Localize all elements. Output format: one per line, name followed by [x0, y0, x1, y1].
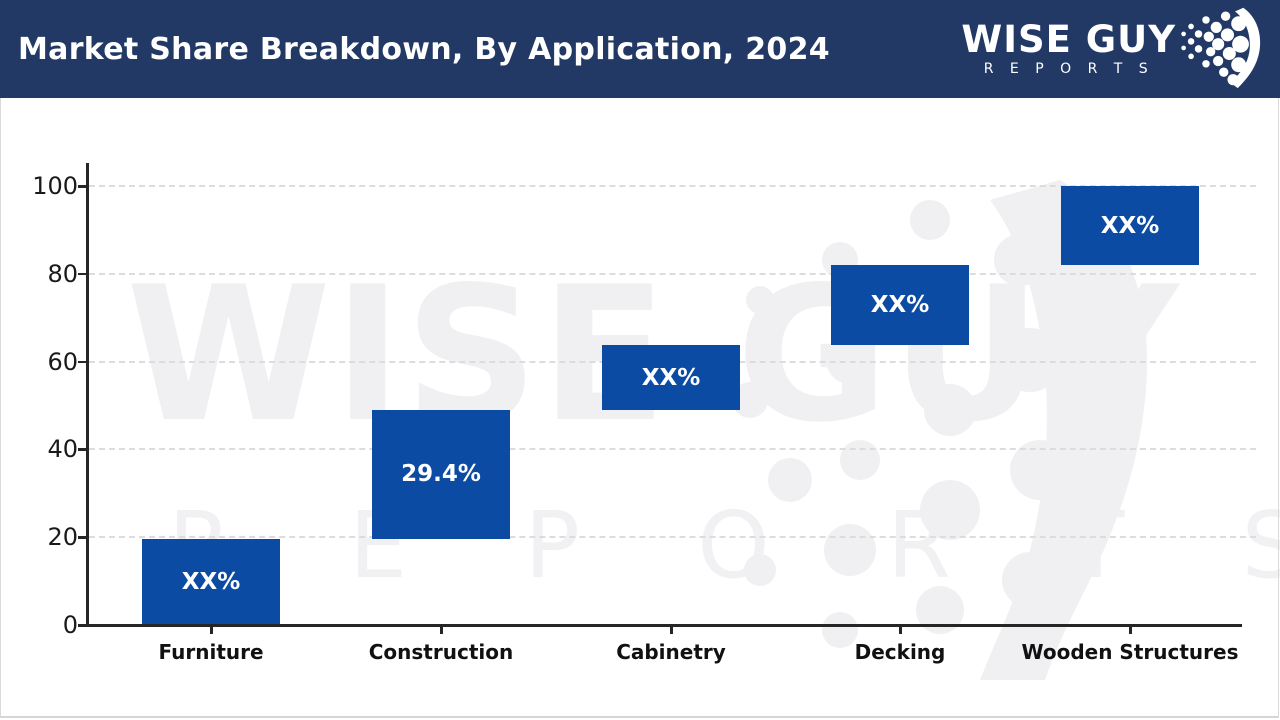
bar-decking: XX%	[831, 265, 969, 346]
x-tick-3	[899, 627, 902, 634]
x-tick-label-2: Cabinetry	[616, 640, 726, 664]
bar-wooden-structures: XX%	[1061, 186, 1199, 266]
wiseguy-logo-name: WISE GUY	[961, 18, 1176, 61]
x-tick-4	[1129, 627, 1132, 634]
gridline-80	[89, 272, 1256, 275]
y-tick-0	[78, 624, 86, 627]
bar-value-label: XX%	[1100, 212, 1160, 239]
y-tick-label-100: 100	[32, 172, 78, 200]
x-tick-1	[440, 627, 443, 634]
bar-value-label: XX%	[870, 292, 930, 319]
y-tick-label-80: 80	[47, 259, 78, 288]
y-tick-label-20: 20	[47, 523, 78, 552]
wiseguy-logo: WISE GUY R E P O R T S	[961, 3, 1262, 95]
y-tick-20	[78, 536, 86, 539]
y-tick-60	[78, 360, 86, 364]
y-tick-100	[78, 185, 86, 188]
x-tick-label-4: Wooden Structures	[1021, 640, 1239, 664]
y-tick-label-60: 60	[47, 347, 78, 376]
face-profile-dots-icon	[1178, 3, 1262, 95]
x-tick-label-0: Furniture	[158, 640, 264, 664]
wiseguy-logo-text: WISE GUY R E P O R T S	[961, 21, 1176, 77]
x-tick-label-3: Decking	[854, 640, 946, 664]
bar-cabinetry: XX%	[602, 345, 740, 410]
y-tick-label-0: 0	[62, 611, 78, 639]
y-tick-40	[78, 448, 86, 451]
x-tick-0	[210, 627, 213, 634]
bar-furniture: XX%	[142, 538, 280, 625]
bar-value-label: XX%	[181, 568, 241, 595]
wiseguy-logo-sub: R E P O R T S	[983, 61, 1154, 77]
header-bar: Market Share Breakdown, By Application, …	[0, 0, 1280, 98]
gridline-100	[89, 185, 1256, 187]
bar-value-label: XX%	[641, 364, 701, 391]
y-axis-line	[86, 163, 89, 626]
page-title: Market Share Breakdown, By Application, …	[18, 31, 830, 67]
y-tick-label-40: 40	[47, 435, 78, 464]
x-axis-line	[86, 624, 1242, 627]
gridline-20	[89, 536, 1256, 539]
bar-value-label: 29.4%	[401, 461, 481, 488]
x-tick-label-1: Construction	[368, 640, 514, 664]
x-tick-2	[670, 627, 673, 634]
bar-construction: 29.4%	[372, 409, 510, 539]
y-tick-80	[78, 272, 86, 276]
gridline-40	[89, 448, 1256, 451]
